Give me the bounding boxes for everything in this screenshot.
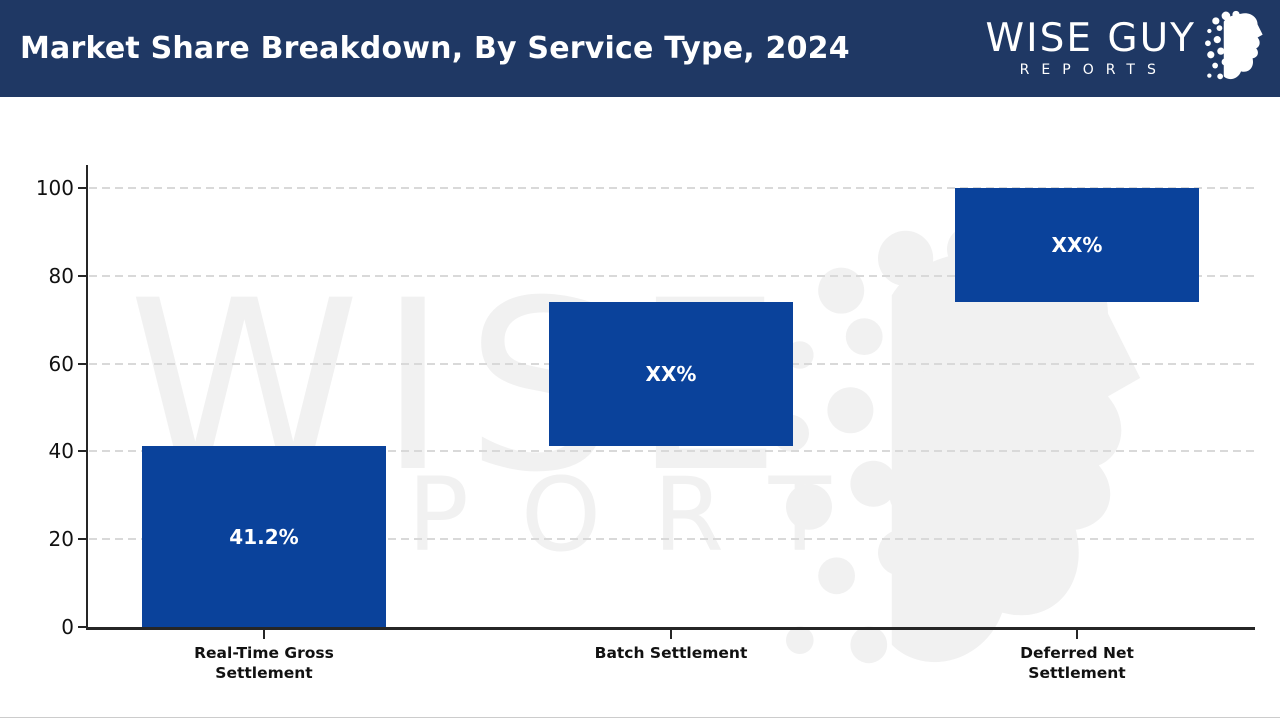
wiseguy-logo: WISE GUY REPORTS (986, 7, 1280, 91)
x-axis-tick (263, 630, 265, 639)
bar-value-label: 41.2% (229, 524, 299, 549)
y-axis-tick (78, 450, 87, 453)
y-axis-tick (78, 362, 87, 365)
y-axis-tick-label: 100 (35, 176, 74, 200)
y-axis-tick-label: 0 (61, 615, 74, 639)
bar-3: XX% (955, 188, 1199, 303)
header-bar: Market Share Breakdown, By Service Type,… (0, 0, 1280, 97)
wiseguy-wordmark: WISE GUY (985, 16, 1196, 62)
y-axis-tick-label: 80 (48, 263, 74, 288)
y-axis-tick (78, 187, 87, 189)
footer-hairline (0, 717, 1280, 718)
x-axis-tick (1076, 630, 1078, 639)
y-gridline (89, 450, 1255, 453)
wiseguy-head-icon (1205, 10, 1263, 79)
x-axis-category-label: Real-Time Gross Settlement (194, 644, 334, 682)
x-axis-category-label: Deferred Net Settlement (1020, 644, 1134, 682)
bar-value-label: XX% (1051, 233, 1103, 258)
y-axis-tick (78, 538, 87, 541)
y-axis-line (86, 165, 88, 629)
x-axis-tick (670, 630, 672, 639)
bar-1: 41.2% (142, 446, 386, 627)
x-axis-line (86, 627, 1255, 630)
bar-value-label: XX% (645, 362, 697, 387)
chart-area: WISE REPORTS 0 20 40 60 80 100 41.2% XX% XX% Real… (0, 97, 1280, 720)
wiseguy-logo-text: WISE GUY REPORTS (985, 16, 1196, 78)
y-axis-tick (78, 274, 87, 277)
plot-area: 0 20 40 60 80 100 41.2% XX% XX% Real-Time Gross Se… (0, 97, 1280, 720)
bar-2: XX% (549, 302, 793, 447)
y-axis-tick-label: 20 (48, 527, 74, 552)
wiseguy-sub-wordmark: REPORTS (1019, 61, 1168, 78)
y-gridline (89, 538, 1255, 541)
y-axis-tick (78, 626, 87, 628)
y-axis-tick-label: 60 (48, 351, 74, 376)
y-gridline (89, 274, 1255, 277)
y-gridline (89, 187, 1255, 189)
y-axis-tick-label: 40 (48, 439, 74, 464)
x-axis-category-label: Batch Settlement (594, 644, 748, 662)
page-title: Market Share Breakdown, By Service Type,… (20, 31, 850, 66)
